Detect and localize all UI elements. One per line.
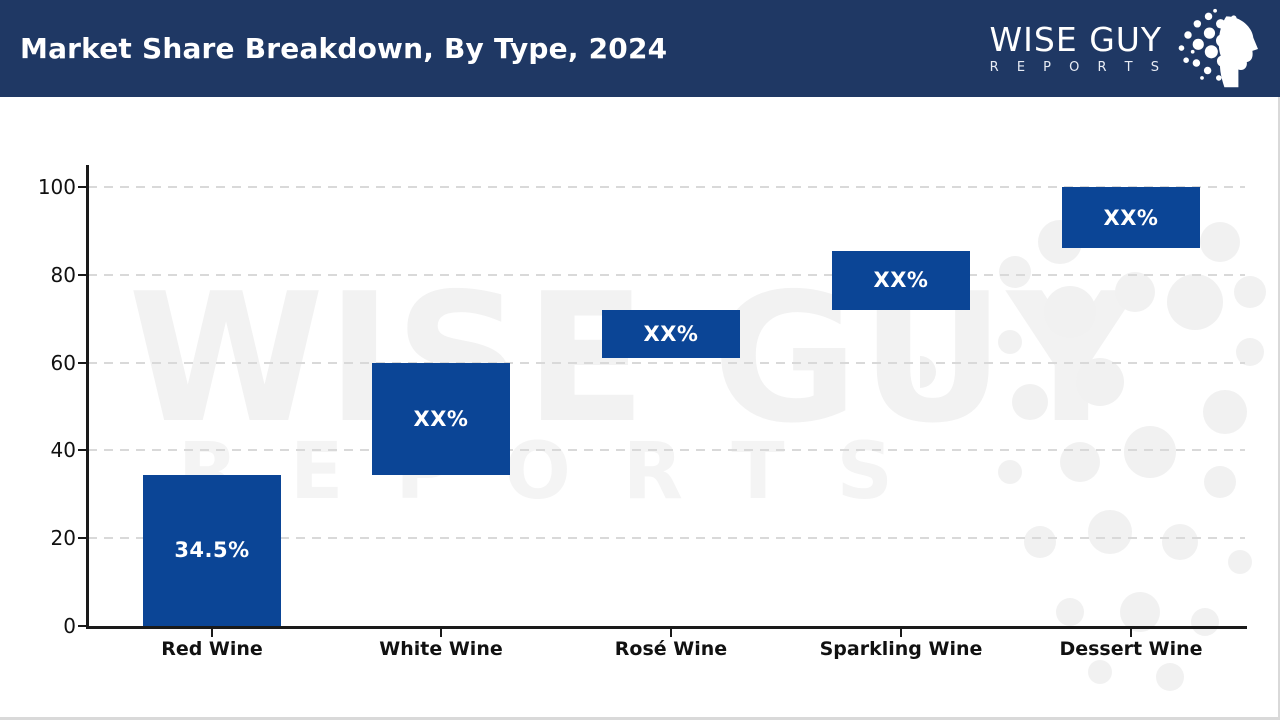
gridline-20 — [88, 537, 1245, 540]
y-axis-tick — [78, 449, 86, 452]
y-axis-tick — [78, 537, 86, 540]
category-label-dessert-wine: Dessert Wine — [1059, 638, 1203, 660]
gridline-40 — [88, 449, 1245, 452]
gridline-80 — [88, 273, 1245, 276]
x-axis-tick — [211, 629, 213, 637]
x-axis-line — [86, 626, 1247, 629]
bar-ros-wine: XX% — [602, 309, 740, 359]
y-axis-tick-label: 40 — [50, 438, 76, 463]
watermark-head-icon — [920, 188, 1266, 691]
y-axis-tick — [78, 186, 86, 188]
gridline-100 — [88, 186, 1245, 188]
y-axis-tick-label: 0 — [63, 614, 76, 638]
category-label-white-wine: White Wine — [379, 638, 503, 660]
y-axis-tick-label: 100 — [37, 175, 76, 199]
brand-logo: WISE GUY R E P O R T S — [986, 8, 1258, 90]
category-label-sparkling-wine: Sparkling Wine — [819, 638, 983, 660]
y-axis-tick-label: 80 — [50, 262, 76, 287]
chart-area: WISE GUY REPORTS 0 20 40 60 80 100 34.5% Red Wi… — [0, 97, 1278, 717]
watermark-subtext: REPORTS — [178, 427, 945, 517]
bar-value-label-dessert-wine: XX% — [1103, 205, 1159, 230]
page-title: Market Share Breakdown, By Type, 2024 — [20, 32, 668, 65]
x-axis-tick — [670, 629, 672, 637]
bar-red-wine: 34.5% — [143, 474, 281, 626]
x-axis-tick — [1130, 629, 1132, 637]
brand-head-icon — [1178, 8, 1258, 87]
bar-value-label-white-wine: XX% — [413, 406, 469, 431]
brand-name: WISE GUY — [989, 19, 1163, 59]
bar-value-label-sparkling-wine: XX% — [873, 268, 929, 293]
category-label-ros-wine: Rosé Wine — [614, 638, 728, 660]
y-axis-tick — [78, 361, 86, 364]
bar-dessert-wine: XX% — [1062, 187, 1200, 249]
header: Market Share Breakdown, By Type, 2024 WI… — [0, 0, 1280, 97]
x-axis-tick — [900, 629, 902, 637]
x-axis-tick — [440, 629, 442, 637]
y-axis-tick — [78, 273, 86, 276]
bar-value-label-red-wine: 34.5% — [174, 538, 250, 563]
bar-sparkling-wine: XX% — [832, 250, 970, 310]
y-axis-tick — [78, 625, 86, 627]
y-axis-tick-label: 20 — [50, 526, 76, 551]
bar-value-label-ros-wine: XX% — [643, 322, 699, 347]
category-label-red-wine: Red Wine — [161, 638, 263, 660]
brand-subtitle: R E P O R T S — [989, 59, 1166, 75]
gridline-60 — [88, 361, 1245, 364]
brand-logo-text: WISE GUY R E P O R T S — [986, 23, 1166, 75]
bar-white-wine: XX% — [372, 362, 510, 475]
y-axis-line — [86, 165, 89, 629]
y-axis-tick-label: 60 — [50, 350, 76, 375]
